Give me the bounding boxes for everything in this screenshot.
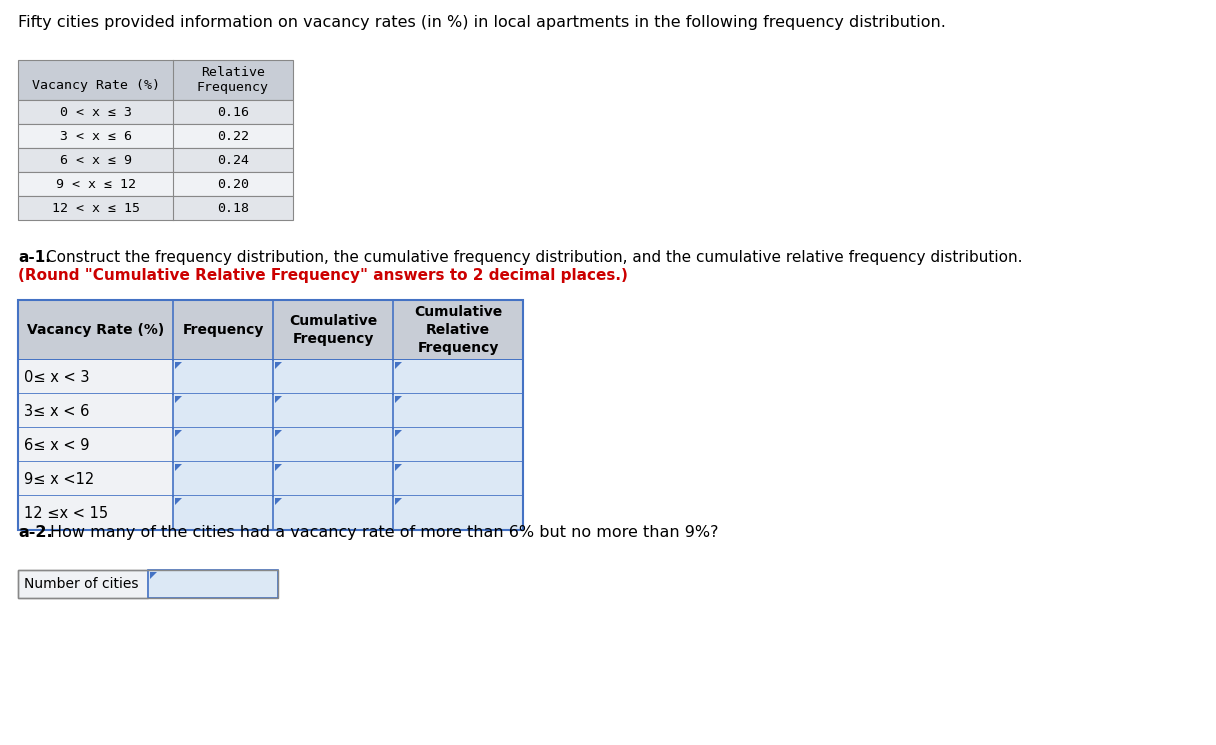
- Bar: [393, 360, 523, 394]
- Bar: [18, 394, 523, 428]
- Bar: [18, 394, 173, 428]
- Text: Number of cities: Number of cities: [24, 577, 139, 591]
- Text: 0.22: 0.22: [216, 130, 249, 142]
- Bar: [18, 462, 523, 496]
- Text: Relative
Frequency: Relative Frequency: [197, 66, 269, 94]
- Polygon shape: [275, 430, 282, 437]
- Text: (Round "Cumulative Relative Frequency" answers to 2 decimal places.): (Round "Cumulative Relative Frequency" a…: [18, 268, 627, 283]
- Text: 0.20: 0.20: [216, 177, 249, 191]
- Text: 9 < x ≤ 12: 9 < x ≤ 12: [56, 177, 135, 191]
- Text: a-2.: a-2.: [18, 525, 52, 540]
- Text: 6 < x ≤ 9: 6 < x ≤ 9: [60, 153, 131, 166]
- Bar: [18, 124, 293, 148]
- Bar: [18, 196, 293, 220]
- Bar: [393, 496, 523, 530]
- Text: 0.24: 0.24: [216, 153, 249, 166]
- Bar: [148, 570, 278, 598]
- Polygon shape: [175, 362, 182, 369]
- Text: 6≤ x < 9: 6≤ x < 9: [24, 437, 90, 452]
- Bar: [18, 570, 278, 598]
- Text: Vacancy Rate (%): Vacancy Rate (%): [27, 323, 164, 337]
- Text: Cumulative
Relative
Frequency: Cumulative Relative Frequency: [413, 305, 502, 355]
- Polygon shape: [150, 572, 157, 579]
- Bar: [173, 360, 274, 394]
- Text: 0.18: 0.18: [216, 201, 249, 215]
- Bar: [18, 428, 173, 462]
- Bar: [18, 300, 523, 360]
- Text: Frequency: Frequency: [182, 323, 264, 337]
- Bar: [173, 394, 274, 428]
- Text: How many of the cities had a vacancy rate of more than 6% but no more than 9%?: How many of the cities had a vacancy rat…: [50, 525, 719, 540]
- Text: Fifty cities provided information on vacancy rates (in %) in local apartments in: Fifty cities provided information on vac…: [18, 15, 946, 30]
- Bar: [18, 148, 293, 172]
- Bar: [173, 462, 274, 496]
- Bar: [274, 496, 393, 530]
- Text: a-1.: a-1.: [18, 250, 51, 265]
- Text: 3 < x ≤ 6: 3 < x ≤ 6: [60, 130, 131, 142]
- Bar: [173, 496, 274, 530]
- Bar: [173, 428, 274, 462]
- Bar: [18, 496, 523, 530]
- Text: 0.16: 0.16: [216, 106, 249, 118]
- Bar: [393, 428, 523, 462]
- Polygon shape: [395, 430, 402, 437]
- Polygon shape: [275, 498, 282, 505]
- Polygon shape: [175, 396, 182, 403]
- Polygon shape: [275, 396, 282, 403]
- Text: 12 < x ≤ 15: 12 < x ≤ 15: [51, 201, 140, 215]
- Bar: [274, 360, 393, 394]
- Text: 3≤ x < 6: 3≤ x < 6: [24, 404, 89, 419]
- Polygon shape: [395, 362, 402, 369]
- Bar: [18, 360, 523, 394]
- Polygon shape: [275, 362, 282, 369]
- Bar: [18, 428, 523, 462]
- Bar: [18, 360, 173, 394]
- Text: Construct the frequency distribution, the cumulative frequency distribution, and: Construct the frequency distribution, th…: [46, 250, 1023, 265]
- Bar: [274, 428, 393, 462]
- Bar: [274, 462, 393, 496]
- Bar: [18, 300, 523, 530]
- Polygon shape: [395, 464, 402, 471]
- Bar: [18, 60, 293, 100]
- Text: Cumulative
Frequency: Cumulative Frequency: [289, 314, 377, 346]
- Bar: [393, 394, 523, 428]
- Bar: [18, 570, 148, 598]
- Polygon shape: [395, 498, 402, 505]
- Bar: [393, 462, 523, 496]
- Polygon shape: [395, 396, 402, 403]
- Bar: [18, 462, 173, 496]
- Text: 0 < x ≤ 3: 0 < x ≤ 3: [60, 106, 131, 118]
- Bar: [18, 172, 293, 196]
- Polygon shape: [175, 498, 182, 505]
- Polygon shape: [175, 464, 182, 471]
- Polygon shape: [275, 464, 282, 471]
- Bar: [18, 100, 293, 124]
- Text: Vacancy Rate (%): Vacancy Rate (%): [32, 79, 159, 92]
- Bar: [274, 394, 393, 428]
- Text: 0≤ x < 3: 0≤ x < 3: [24, 370, 90, 384]
- Text: 9≤ x <12: 9≤ x <12: [24, 472, 95, 486]
- Polygon shape: [175, 430, 182, 437]
- Text: 12 ≤x < 15: 12 ≤x < 15: [24, 506, 108, 521]
- Bar: [18, 496, 173, 530]
